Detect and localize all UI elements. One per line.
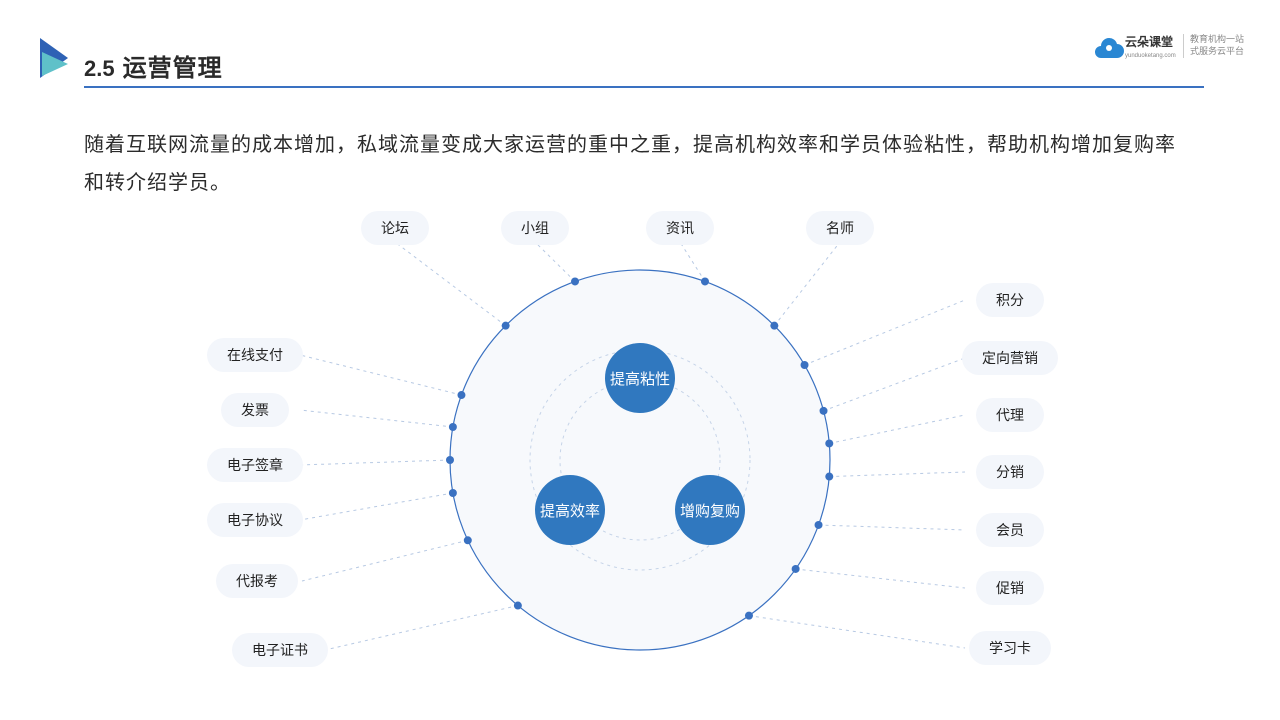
center-node-c1: 提高粘性 [605, 343, 675, 413]
pill-会员: 会员 [976, 513, 1044, 547]
logo-tagline: 教育机构一站 式服务云平台 [1183, 34, 1244, 57]
pill-电子证书: 电子证书 [232, 633, 328, 667]
pill-在线支付: 在线支付 [207, 338, 303, 372]
pill-小组: 小组 [501, 211, 569, 245]
center-node-c3: 增购复购 [675, 475, 745, 545]
pill-代报考: 代报考 [216, 564, 298, 598]
pill-电子签章: 电子签章 [207, 448, 303, 482]
brand-logo: 云朵课堂 yunduoketang.com 教育机构一站 式服务云平台 [1091, 30, 1244, 62]
pill-积分: 积分 [976, 283, 1044, 317]
logo-tagline-1: 教育机构一站 [1190, 34, 1244, 46]
pill-分销: 分销 [976, 455, 1044, 489]
pill-名师: 名师 [806, 211, 874, 245]
center-node-c2: 提高效率 [535, 475, 605, 545]
pill-学习卡: 学习卡 [969, 631, 1051, 665]
pill-发票: 发票 [221, 393, 289, 427]
pill-代理: 代理 [976, 398, 1044, 432]
logo-tagline-2: 式服务云平台 [1190, 46, 1244, 58]
pill-论坛: 论坛 [361, 211, 429, 245]
pill-定向营销: 定向营销 [962, 341, 1058, 375]
slide: 2.5 运营管理 云朵课堂 yunduoketang.com 教育机构一站 式服… [0, 0, 1280, 720]
section-number: 2.5 [84, 56, 115, 82]
pill-促销: 促销 [976, 571, 1044, 605]
svg-text:云朵课堂: 云朵课堂 [1125, 34, 1173, 49]
pill-电子协议: 电子协议 [207, 503, 303, 537]
corner-decoration-icon [40, 38, 74, 83]
pill-资讯: 资讯 [646, 211, 714, 245]
intro-paragraph: 随着互联网流量的成本增加，私域流量变成大家运营的重中之重，提高机构效率和学员体验… [84, 126, 1194, 202]
svg-text:yunduoketang.com: yunduoketang.com [1125, 53, 1176, 59]
section-title: 2.5 运营管理 [84, 48, 223, 83]
title-underline [84, 86, 1204, 88]
section-title-text: 运营管理 [123, 48, 223, 83]
